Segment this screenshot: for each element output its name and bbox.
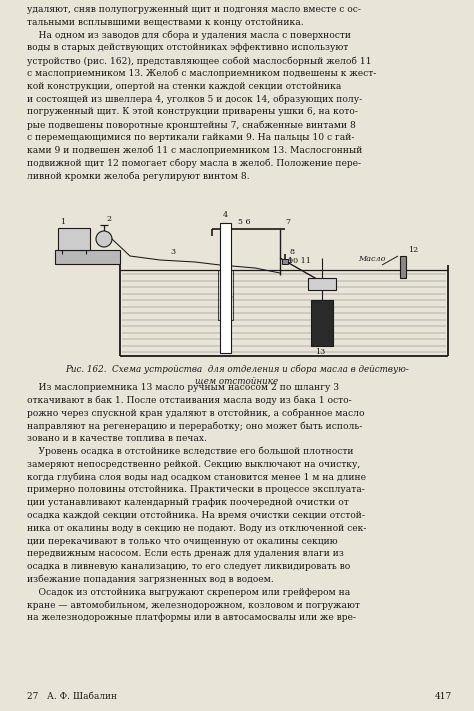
- Bar: [220, 223, 231, 353]
- Text: рожно через спускной кран удаляют в отстойник, а собранное масло: рожно через спускной кран удаляют в отст…: [27, 409, 365, 418]
- Text: когда глубина слоя воды над осадком становится менее 1 м на длине: когда глубина слоя воды над осадком стан…: [27, 473, 366, 482]
- Text: 3: 3: [170, 248, 175, 256]
- Bar: [218, 270, 233, 320]
- Text: осадка каждой секции отстойника. На время очистки секции отстой-: осадка каждой секции отстойника. На врем…: [27, 511, 365, 520]
- Text: 9: 9: [288, 257, 293, 265]
- Text: и состоящей из швеллера 4, уголков 5 и досок 14, образующих полу-: и состоящей из швеллера 4, уголков 5 и д…: [27, 95, 362, 104]
- Text: щем отстойнике: щем отстойнике: [195, 376, 279, 385]
- Text: избежание попадания загрязненных вод в водоем.: избежание попадания загрязненных вод в в…: [27, 575, 274, 584]
- Bar: [400, 256, 406, 278]
- Bar: [308, 278, 336, 290]
- Bar: [282, 259, 288, 264]
- Bar: [58, 228, 90, 250]
- Text: кране — автомобильном, железнодорожном, козловом и погружают: кране — автомобильном, железнодорожном, …: [27, 601, 360, 610]
- Text: откачивают в бак 1. После отстаивания масла воду из бака 1 осто-: откачивают в бак 1. После отстаивания ма…: [27, 396, 352, 405]
- Text: погруженный щит. К этой конструкции приварены ушки 6, на кото-: погруженный щит. К этой конструкции прив…: [27, 107, 358, 117]
- Text: примерно половины отстойника. Практически в процессе эксплуата-: примерно половины отстойника. Практическ…: [27, 486, 365, 494]
- Text: 10 11: 10 11: [288, 257, 311, 265]
- Text: ции перекачивают в только что очищенную от окалины секцию: ции перекачивают в только что очищенную …: [27, 537, 337, 545]
- Text: на железнодорожные платформы или в автосамосвалы или же вре-: на железнодорожные платформы или в автос…: [27, 614, 356, 622]
- Text: Рис. 162.  Схема устройства  для отделения и сбора масла в действую-: Рис. 162. Схема устройства для отделения…: [65, 365, 409, 375]
- Text: рые подвешены поворотные кронштейны 7, снабженные винтами 8: рые подвешены поворотные кронштейны 7, с…: [27, 120, 356, 129]
- Text: 12: 12: [408, 246, 418, 254]
- Text: осадка в ливневую канализацию, то его следует ликвидировать во: осадка в ливневую канализацию, то его сл…: [27, 562, 350, 571]
- Text: Из маслоприемника 13 масло ручным насосом 2 по шлангу 3: Из маслоприемника 13 масло ручным насосо…: [27, 383, 339, 392]
- Text: ции устанавливают календарный график поочередной очистки от: ции устанавливают календарный график поо…: [27, 498, 349, 507]
- Text: 13: 13: [315, 348, 325, 356]
- Text: 417: 417: [435, 692, 452, 701]
- Text: устройство (рис. 162), представляющее собой маслосборный желоб 11: устройство (рис. 162), представляющее со…: [27, 56, 372, 65]
- Text: ливной кромки желоба регулируют винтом 8.: ливной кромки желоба регулируют винтом 8…: [27, 171, 250, 181]
- Text: 7: 7: [285, 218, 290, 226]
- Text: Осадок из отстойника выгружают скрепером или грейфером на: Осадок из отстойника выгружают скрепером…: [27, 588, 350, 597]
- Text: зовано и в качестве топлива в печах.: зовано и в качестве топлива в печах.: [27, 434, 207, 443]
- Bar: [311, 300, 333, 346]
- Text: Уровень осадка в отстойнике вследствие его большой плотности: Уровень осадка в отстойнике вследствие е…: [27, 447, 354, 456]
- Text: 5 6: 5 6: [238, 218, 251, 226]
- Text: направляют на регенерацию и переработку; оно может быть исполь-: направляют на регенерацию и переработку;…: [27, 422, 363, 431]
- Text: 1: 1: [60, 218, 65, 226]
- Text: 8: 8: [290, 248, 295, 256]
- Text: Масло: Масло: [358, 255, 385, 263]
- Text: с перемещающимися по вертикали гайками 9. На пальцы 10 с гай-: с перемещающимися по вертикали гайками 9…: [27, 133, 355, 142]
- Text: с маслоприемником 13. Желоб с маслоприемником подвешены к жест-: с маслоприемником 13. Желоб с маслоприем…: [27, 69, 376, 78]
- Text: ками 9 и подвешен желоб 11 с маслоприемником 13. Маслосгонный: ками 9 и подвешен желоб 11 с маслоприемн…: [27, 146, 363, 155]
- Text: На одном из заводов для сбора и удаления масла с поверхности: На одном из заводов для сбора и удаления…: [27, 31, 351, 40]
- Text: замеряют непосредственно рейкой. Секцию выключают на очистку,: замеряют непосредственно рейкой. Секцию …: [27, 460, 360, 469]
- Text: тальными всплывшими веществами к концу отстойника.: тальными всплывшими веществами к концу о…: [27, 18, 304, 27]
- Text: ника от окалины воду в секцию не подают. Воду из отключенной сек-: ника от окалины воду в секцию не подают.…: [27, 524, 366, 533]
- Text: 14: 14: [223, 292, 233, 300]
- Text: 27   А. Ф. Шабалин: 27 А. Ф. Шабалин: [27, 692, 117, 701]
- Text: 2: 2: [106, 215, 111, 223]
- Text: передвижным насосом. Если есть дренаж для удаления влаги из: передвижным насосом. Если есть дренаж дл…: [27, 550, 344, 558]
- Text: воды в старых действующих отстойниках эффективно используют: воды в старых действующих отстойниках эф…: [27, 43, 348, 53]
- Text: кой конструкции, опертой на стенки каждой секции отстойника: кой конструкции, опертой на стенки каждо…: [27, 82, 341, 91]
- Bar: [55, 250, 120, 264]
- Circle shape: [96, 231, 112, 247]
- Text: 4: 4: [223, 211, 228, 219]
- Text: подвижной щит 12 помогает сбору масла в желоб. Положение пере-: подвижной щит 12 помогает сбору масла в …: [27, 159, 361, 168]
- Text: удаляют, сняв полупогруженный щит и подгоняя масло вместе с ос-: удаляют, сняв полупогруженный щит и подг…: [27, 5, 361, 14]
